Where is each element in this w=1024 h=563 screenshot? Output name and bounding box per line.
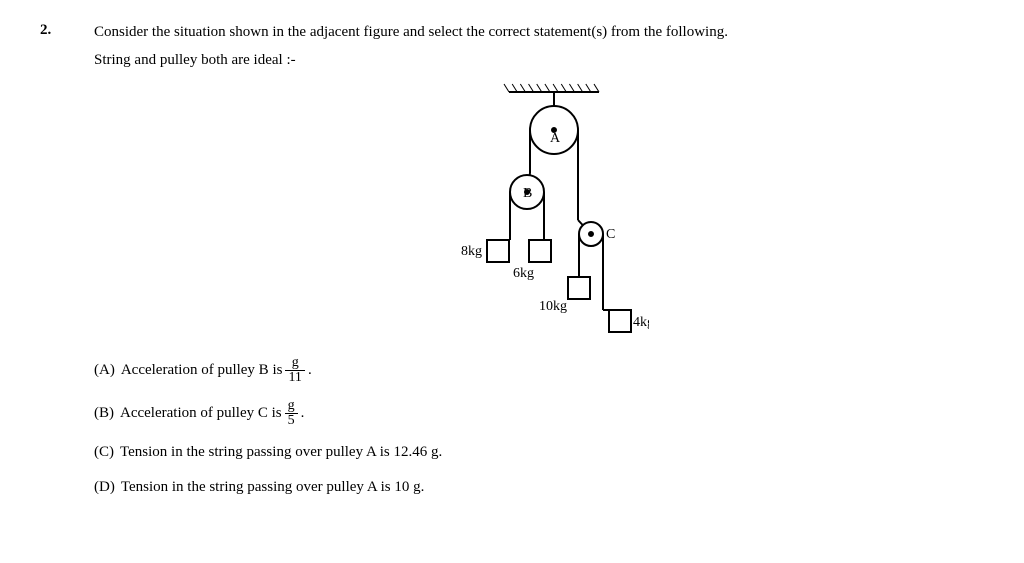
question-stem-line1: Consider the situation shown in the adja… — [94, 20, 984, 44]
option-c: (C) Tension in the string passing over p… — [94, 442, 984, 463]
option-b-label: (B) — [94, 403, 114, 424]
option-a: (A) Acceleration of pulley B is g 11 . — [94, 356, 984, 385]
svg-text:6kg: 6kg — [513, 266, 534, 281]
option-b-post: . — [301, 403, 305, 424]
svg-text:4kg: 4kg — [633, 315, 649, 330]
question-number: 2. — [40, 20, 70, 39]
svg-text:C: C — [606, 227, 615, 242]
option-d-text: Tension in the string passing over pulle… — [121, 477, 425, 498]
option-b-pre: Acceleration of pulley C is — [120, 403, 282, 424]
question-block: 2. Consider the situation shown in the a… — [40, 20, 984, 512]
option-a-denominator: 11 — [285, 371, 304, 385]
option-a-label: (A) — [94, 360, 115, 381]
option-c-label: (C) — [94, 442, 114, 463]
option-b-fraction: g 5 — [285, 399, 298, 428]
question-body: Consider the situation shown in the adja… — [94, 20, 984, 512]
svg-text:10kg: 10kg — [539, 299, 567, 314]
svg-text:8kg: 8kg — [461, 244, 482, 259]
pulley-diagram: A B 8kg 6kg C 10kg 4kg — [429, 82, 649, 342]
option-b-denominator: 5 — [285, 414, 298, 428]
option-a-fraction: g 11 — [285, 356, 304, 385]
option-a-post: . — [308, 360, 312, 381]
option-b-numerator: g — [285, 399, 298, 414]
option-c-text: Tension in the string passing over pulle… — [120, 442, 442, 463]
options-list: (A) Acceleration of pulley B is g 11 . (… — [94, 356, 984, 498]
option-a-pre: Acceleration of pulley B is — [121, 360, 283, 381]
svg-text:A: A — [550, 131, 561, 146]
svg-text:B: B — [523, 186, 532, 201]
option-d: (D) Tension in the string passing over p… — [94, 477, 984, 498]
figure-container: A B 8kg 6kg C 10kg 4kg — [94, 82, 984, 342]
option-a-numerator: g — [285, 356, 304, 371]
question-stem-line2: String and pulley both are ideal :- — [94, 48, 984, 72]
option-b: (B) Acceleration of pulley C is g 5 . — [94, 399, 984, 428]
option-d-label: (D) — [94, 477, 115, 498]
